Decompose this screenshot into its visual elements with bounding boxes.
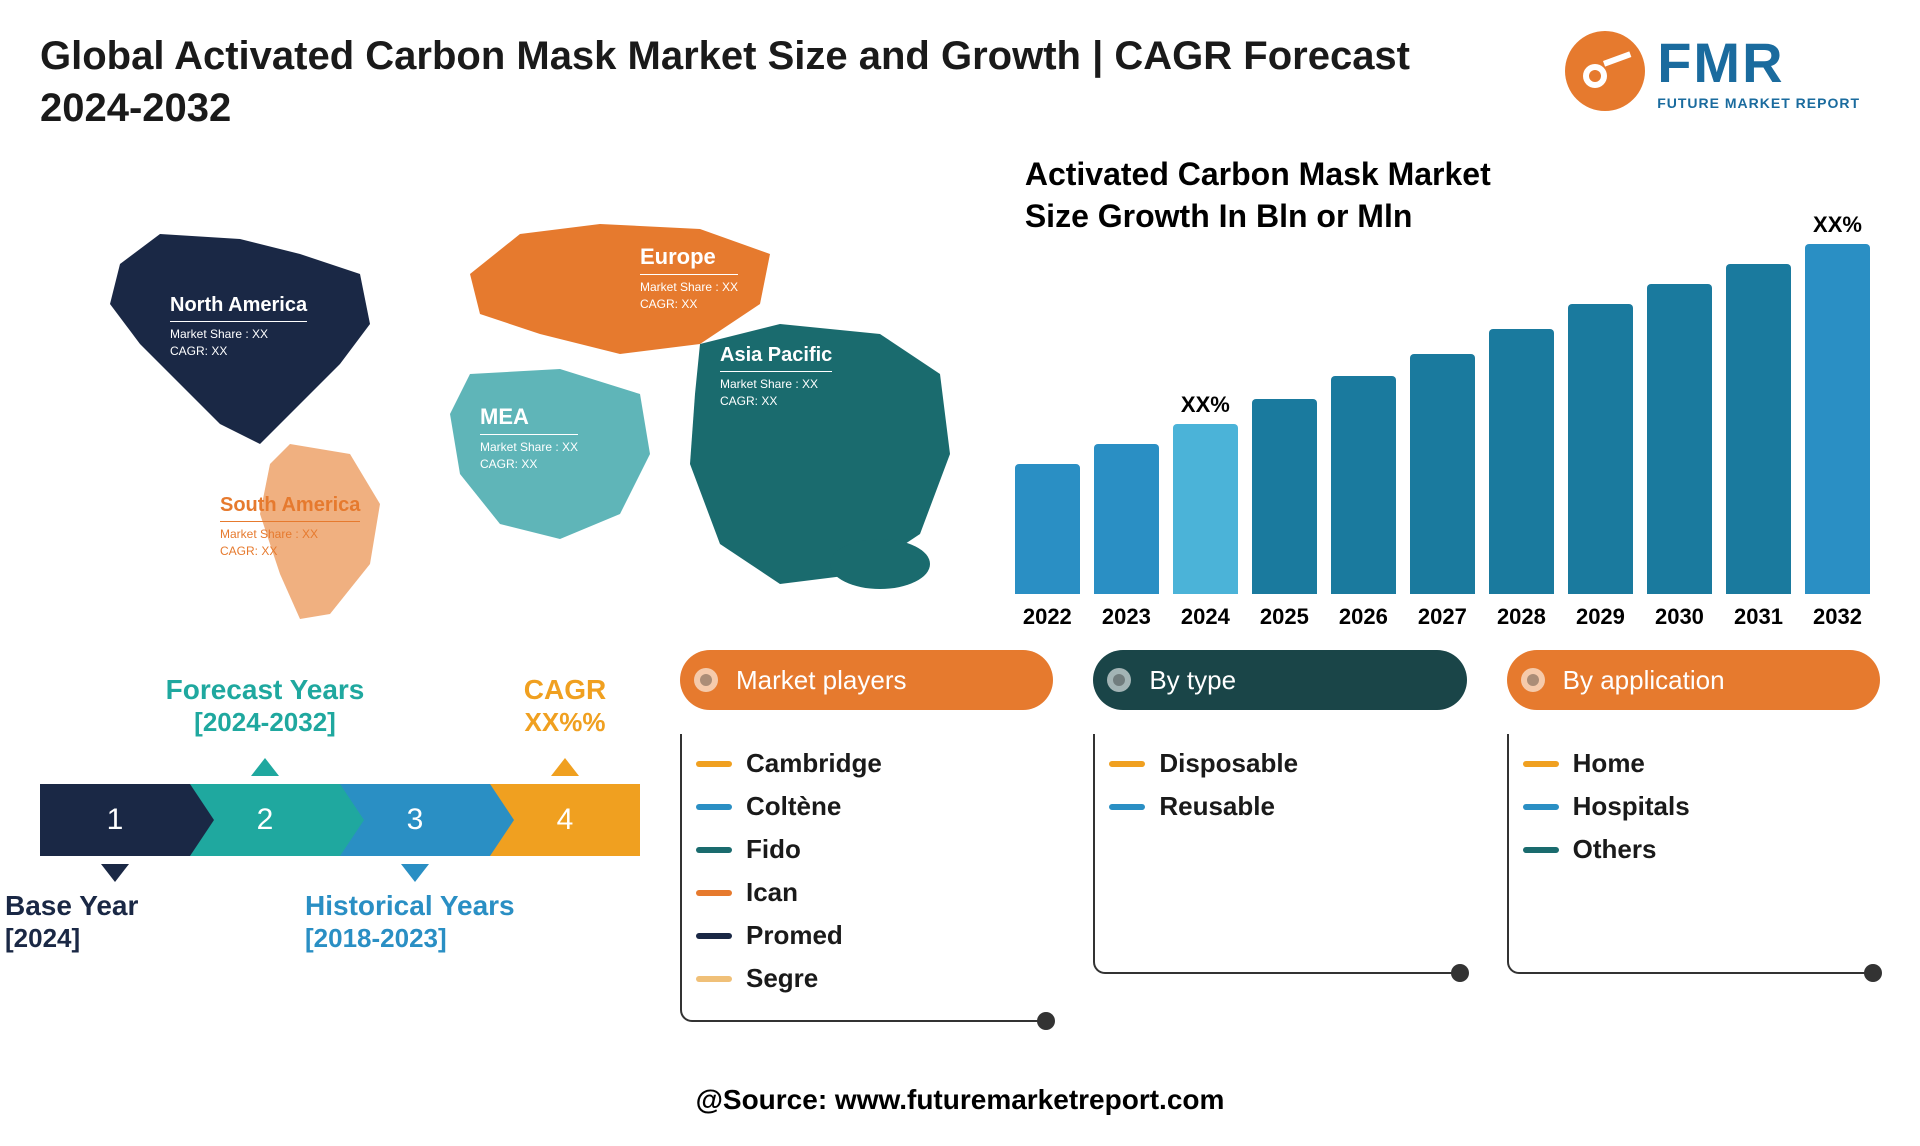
segment-item: Segre — [696, 957, 1053, 1000]
segment-item: Promed — [696, 914, 1053, 957]
logo-text-sub: FUTURE MARKET REPORT — [1657, 95, 1860, 111]
segment-1: By type DisposableReusable — [1093, 650, 1466, 1022]
region-label-na: North AmericaMarket Share : XXCAGR: XX — [170, 294, 307, 360]
region-label-sa: South AmericaMarket Share : XXCAGR: XX — [220, 494, 360, 560]
segment-item: Home — [1523, 742, 1880, 785]
segment-0: Market players CambridgeColtèneFidoIcanPr… — [680, 650, 1053, 1022]
segment-item: Reusable — [1109, 785, 1466, 828]
logo: FMR FUTURE MARKET REPORT — [1565, 30, 1860, 111]
segment-item: Hospitals — [1523, 785, 1880, 828]
logo-icon — [1565, 31, 1645, 111]
segment-header: By type — [1093, 650, 1466, 710]
segment-item: Cambridge — [696, 742, 1053, 785]
segment-2: By application HomeHospitalsOthers — [1507, 650, 1880, 1022]
segment-header: By application — [1507, 650, 1880, 710]
bar-chart: Activated Carbon Mask Market Size Growth… — [1005, 154, 1880, 634]
bar-2031: 2031 — [1726, 264, 1791, 594]
bar-2027: 2027 — [1410, 354, 1475, 594]
bar-2029: 2029 — [1568, 304, 1633, 594]
region-label-mea: MEAMarket Share : XXCAGR: XX — [480, 404, 578, 473]
source-text: @Source: www.futuremarketreport.com — [696, 1084, 1225, 1116]
bar-2025: 2025 — [1252, 399, 1317, 594]
bar-2022: 2022 — [1015, 464, 1080, 594]
bar-2024: XX%2024 — [1173, 424, 1238, 594]
logo-text-main: FMR — [1657, 30, 1860, 95]
region-label-eu: EuropeMarket Share : XXCAGR: XX — [640, 244, 738, 313]
segment-item: Coltène — [696, 785, 1053, 828]
segment-header: Market players — [680, 650, 1053, 710]
page-title: Global Activated Carbon Mask Market Size… — [40, 30, 1440, 134]
segment-item: Others — [1523, 828, 1880, 871]
segment-item: Disposable — [1109, 742, 1466, 785]
chart-title: Activated Carbon Mask Market Size Growth… — [1025, 154, 1545, 237]
bar-2028: 2028 — [1489, 329, 1554, 594]
segment-item: Fido — [696, 828, 1053, 871]
bar-2026: 2026 — [1331, 376, 1396, 594]
bar-2023: 2023 — [1094, 444, 1159, 594]
region-label-ap: Asia PacificMarket Share : XXCAGR: XX — [720, 344, 832, 410]
bar-2030: 2030 — [1647, 284, 1712, 594]
world-map: North AmericaMarket Share : XXCAGR: XX So… — [40, 164, 975, 624]
segment-item: Ican — [696, 871, 1053, 914]
bar-2032: XX%2032 — [1805, 244, 1870, 594]
